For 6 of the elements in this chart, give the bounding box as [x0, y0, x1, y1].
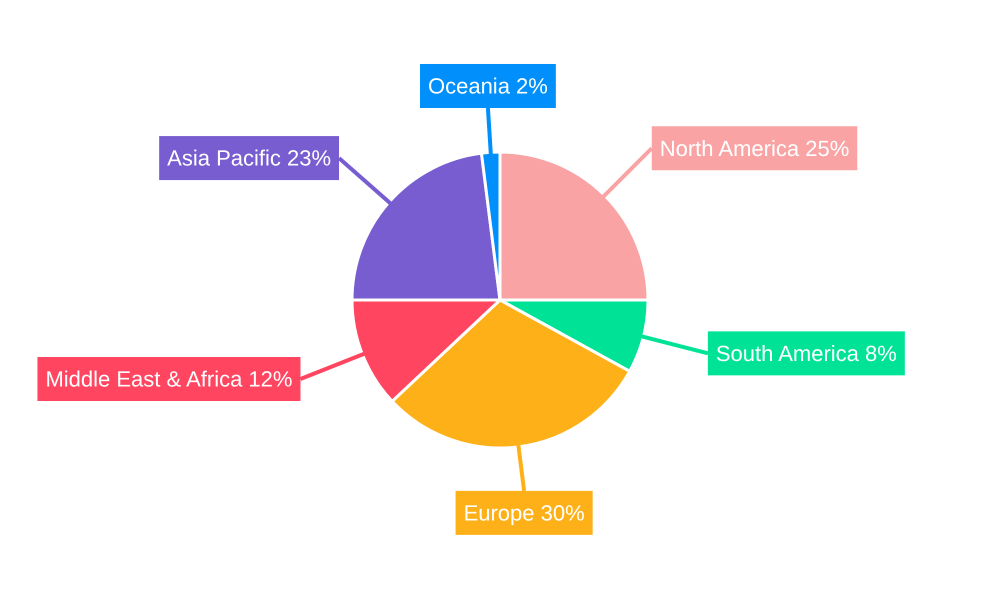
- slice-label: South America 8%: [716, 340, 897, 366]
- slice-label: Oceania 2%: [428, 73, 548, 98]
- slice-label: Europe 30%: [464, 500, 585, 526]
- slice-label: Middle East & Africa 12%: [45, 366, 292, 392]
- slice-label: Asia Pacific 23%: [167, 146, 332, 171]
- slice-label: North America 25%: [660, 136, 850, 161]
